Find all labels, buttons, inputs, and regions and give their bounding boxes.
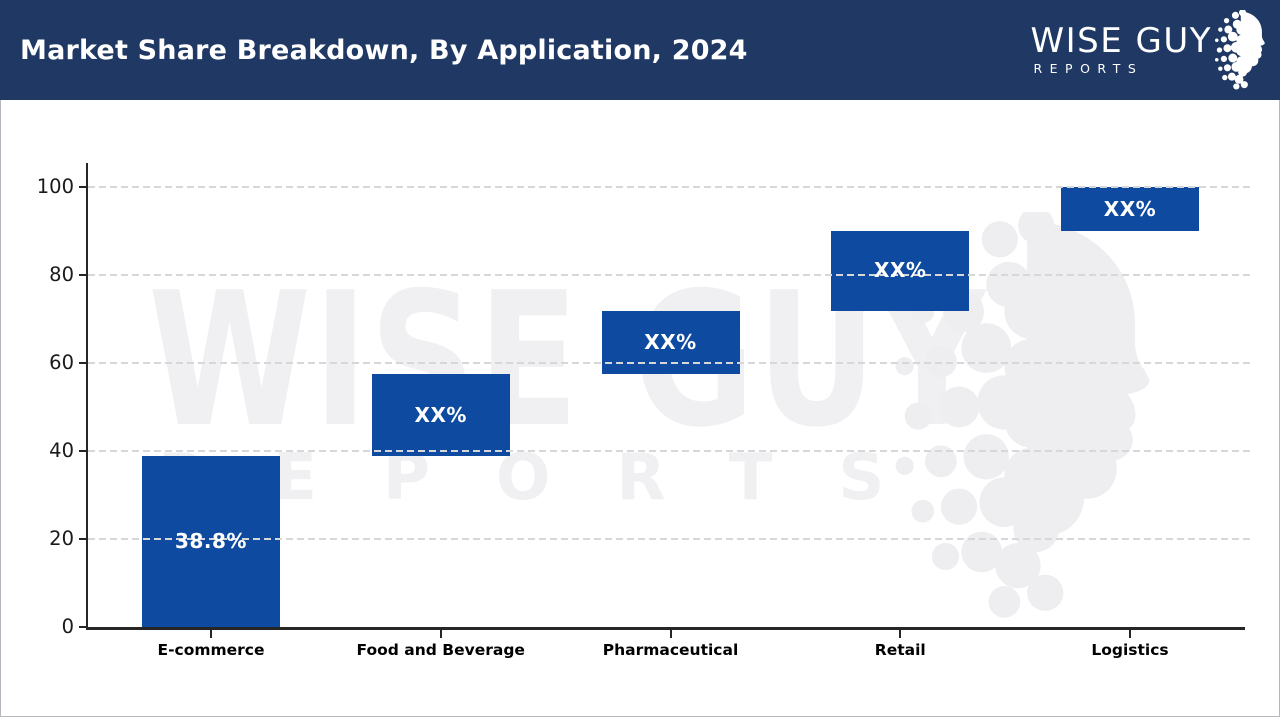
y-tick-mark — [79, 274, 88, 277]
bar-value-label: XX% — [414, 403, 467, 427]
y-tick-mark — [79, 362, 88, 365]
header-bar: Market Share Breakdown, By Application, … — [0, 0, 1280, 100]
x-tick-mark — [1129, 629, 1132, 638]
x-category-label-pharmaceutical: Pharmaceutical — [602, 641, 739, 659]
gridline — [88, 538, 1251, 540]
x-tick-mark — [210, 629, 213, 638]
x-category-label-logistics: Logistics — [1091, 641, 1169, 659]
brand-logo-text: WISE GUY REPORTS — [1030, 24, 1212, 76]
x-axis-line — [85, 627, 1245, 630]
brand-logo: WISE GUY REPORTS — [1030, 10, 1280, 90]
y-tick-mark — [79, 538, 88, 541]
y-tick-label: 40 — [49, 439, 74, 462]
y-tick-mark — [79, 626, 88, 629]
bar-value-label: XX% — [874, 258, 927, 282]
gridline — [88, 186, 1251, 188]
y-axis-line — [85, 163, 88, 629]
y-tick-mark — [79, 450, 88, 453]
chart-title: Market Share Breakdown, By Application, … — [20, 34, 748, 66]
bar-value-label: XX% — [644, 329, 697, 354]
x-tick-mark — [899, 629, 902, 638]
y-tick-mark — [79, 186, 88, 189]
y-tick-label: 80 — [49, 263, 74, 286]
y-tick-label: 20 — [49, 527, 74, 550]
gridline — [88, 274, 1251, 276]
bar-logistics — [1061, 187, 1199, 231]
bar-value-label: 38.8% — [175, 529, 247, 554]
y-tick-label: 100 — [36, 175, 74, 198]
x-tick-mark — [669, 629, 672, 638]
x-category-label-food-and-beverage: Food and Beverage — [356, 641, 525, 659]
brand-wordmark: WISE GUY — [1030, 21, 1212, 61]
y-tick-label: 0 — [61, 615, 74, 638]
x-category-label-retail: Retail — [874, 641, 926, 659]
bar-retail — [831, 231, 970, 311]
y-tick-label: 60 — [49, 351, 74, 374]
x-tick-mark — [439, 629, 442, 638]
gridline — [88, 450, 1251, 452]
bar-e-commerce — [142, 456, 280, 627]
bar-food-and-beverage — [371, 374, 510, 457]
x-category-label-e-commerce: E-commerce — [157, 641, 265, 659]
bar-value-label: XX% — [1103, 197, 1157, 221]
brand-subtitle: REPORTS — [1033, 61, 1144, 76]
gridline — [88, 362, 1251, 364]
dotted-head-icon — [1215, 10, 1265, 90]
